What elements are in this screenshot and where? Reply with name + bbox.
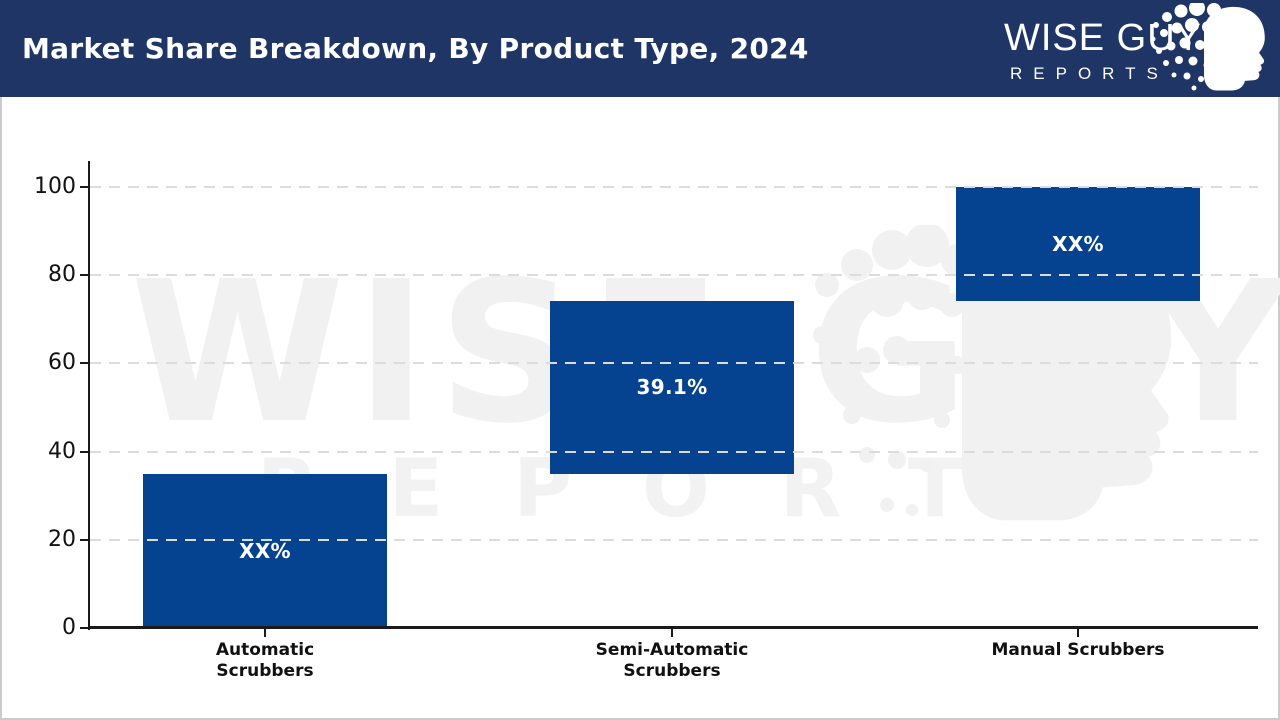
logo-wordmark: WISE GUY — [1004, 17, 1202, 59]
y-tick-label: 60 — [48, 350, 76, 376]
category-label: Semi-Automatic Scrubbers — [595, 640, 749, 681]
y-tick-mark — [80, 627, 90, 629]
watermark-dots-icon — [813, 225, 973, 516]
bar-segment: XX% — [143, 473, 387, 628]
y-tick-mark — [80, 362, 90, 365]
watermark-face-icon — [813, 225, 1172, 521]
x-axis-line — [88, 626, 1258, 629]
gridline-80 — [90, 274, 1258, 277]
gridline-60 — [90, 362, 1258, 365]
logo-tagline: REPORTS — [1010, 64, 1169, 83]
bar-value-label: 39.1% — [636, 375, 708, 400]
x-tick-mark — [671, 629, 673, 637]
bar-segment: 39.1% — [550, 301, 794, 474]
y-tick-label: 20 — [48, 526, 76, 552]
category-label: Automatic Scrubbers — [215, 640, 315, 681]
x-tick-mark — [1077, 629, 1079, 637]
bar-segment: XX% — [956, 187, 1200, 302]
category-label: Manual Scrubbers — [991, 640, 1165, 660]
y-tick-mark — [80, 274, 90, 277]
y-tick-mark — [80, 538, 90, 541]
page-title: Market Share Breakdown, By Product Type,… — [22, 32, 809, 65]
gridline-100 — [90, 186, 1258, 188]
wise-guy-logo-icon: WISE GUY REPORTS — [1004, 2, 1265, 90]
y-tick-label: 40 — [48, 438, 76, 464]
chart-area: WISE GUY REPORTS 020406080100XX%Automati… — [0, 97, 1280, 720]
y-tick-label: 0 — [62, 615, 76, 640]
logo-face-icon — [1204, 6, 1265, 90]
y-tick-label: 80 — [48, 262, 76, 288]
x-tick-mark — [264, 629, 266, 637]
bar-value-label: XX% — [239, 538, 291, 563]
y-tick-mark — [80, 450, 90, 453]
y-tick-label: 100 — [34, 174, 76, 199]
brand-logo: WISE GUY REPORTS — [1004, 2, 1270, 95]
y-axis-line — [88, 161, 90, 630]
gridline-20 — [90, 538, 1258, 541]
y-tick-mark — [80, 186, 90, 188]
bar-value-label: XX% — [1052, 232, 1104, 257]
header: Market Share Breakdown, By Product Type,… — [0, 0, 1280, 97]
gridline-40 — [90, 450, 1258, 453]
